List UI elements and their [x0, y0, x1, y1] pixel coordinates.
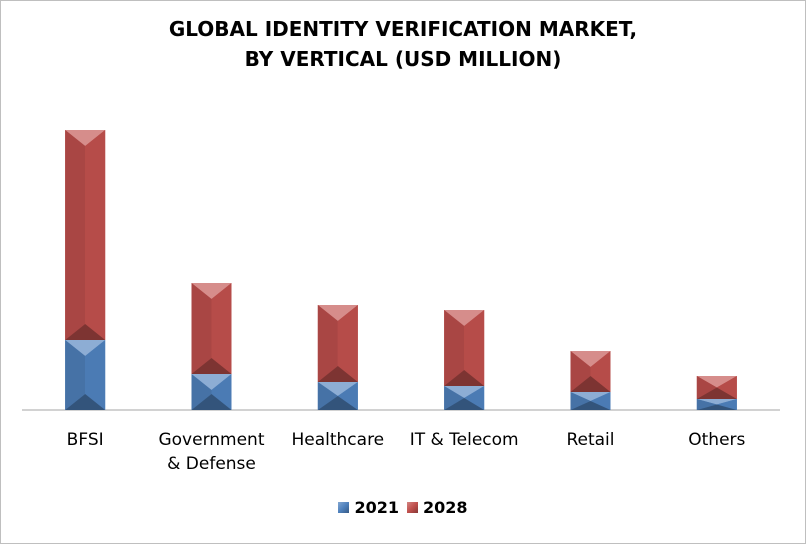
x-tick-label-line: Government: [158, 430, 265, 450]
bar-2028-healthcare: [317, 305, 358, 382]
bar-2021-government-defense: [191, 374, 232, 410]
x-tick-label: BFSI: [20, 428, 150, 452]
bar-2021-bfsi: [65, 340, 106, 410]
x-tick-label-line: IT & Telecom: [409, 430, 519, 450]
chart-title-line-1: GLOBAL IDENTITY VERIFICATION MARKET,: [168, 17, 638, 41]
x-tick-label: IT & Telecom: [399, 428, 529, 452]
x-tick-label-line: Retail: [566, 430, 615, 450]
bar-2021-retail: [570, 392, 611, 410]
x-tick-label: Others: [652, 428, 782, 452]
chart-title-line-2: BY VERTICAL (USD MILLION): [244, 47, 562, 71]
legend: 2021 2028: [0, 498, 806, 517]
legend-swatch-2028: [407, 502, 418, 513]
legend-label-2021: 2021: [354, 498, 399, 517]
x-tick-label-line: Others: [688, 430, 746, 450]
legend-item-2028: 2028: [407, 498, 468, 517]
x-tick-label-line: Healthcare: [291, 430, 385, 450]
x-tick-label: Retail: [526, 428, 656, 452]
bar-2021-healthcare: [317, 382, 358, 410]
bar-2021-it-telecom: [444, 386, 485, 410]
chart-title: GLOBAL IDENTITY VERIFICATION MARKET, BY …: [0, 14, 806, 74]
legend-label-2028: 2028: [423, 498, 468, 517]
x-tick-label-line: & Defense: [167, 454, 256, 474]
x-tick-label-line: BFSI: [66, 430, 104, 450]
x-tick-label: Healthcare: [273, 428, 403, 452]
legend-swatch-2021: [338, 502, 350, 513]
bar-2021-others: [696, 399, 737, 410]
bar-2028-retail: [570, 351, 611, 392]
bar-2028-bfsi: [65, 130, 106, 340]
legend-item-2021: 2021: [338, 498, 399, 517]
bar-2028-government-defense: [191, 283, 232, 374]
x-tick-label: Government & Defense: [147, 428, 277, 476]
bar-2028-others: [696, 376, 737, 399]
bar-2028-it-telecom: [444, 310, 485, 386]
